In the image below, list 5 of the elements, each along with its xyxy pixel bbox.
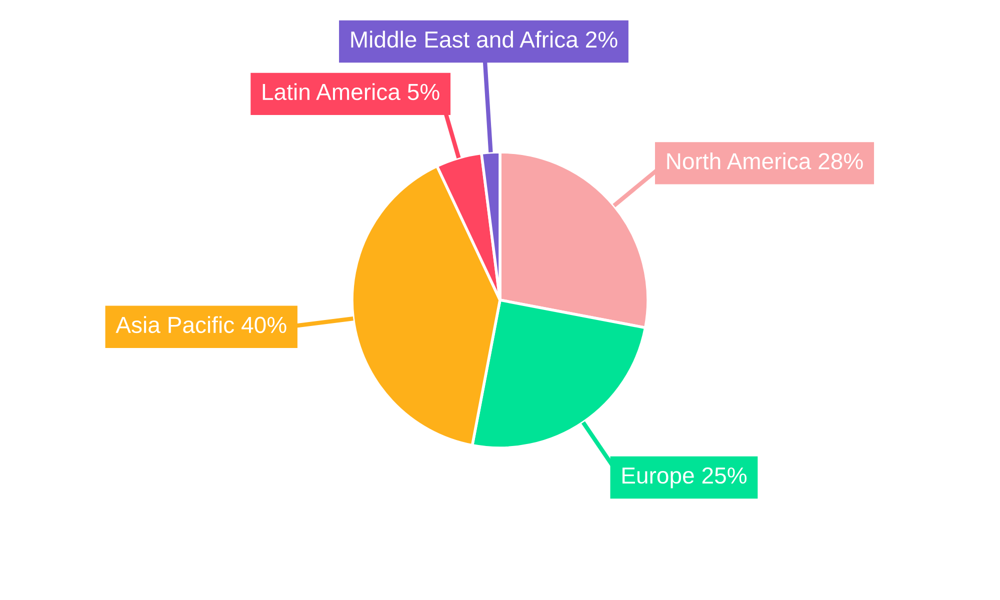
slice-label: Latin America 5%	[262, 83, 440, 100]
slice-label: North America 28%	[667, 152, 863, 170]
slice-label: Europe 25%	[622, 467, 747, 488]
slice-label: Asia Pacific 40%	[116, 316, 286, 334]
slice-label: Middle East and Africa 2%	[351, 30, 618, 48]
